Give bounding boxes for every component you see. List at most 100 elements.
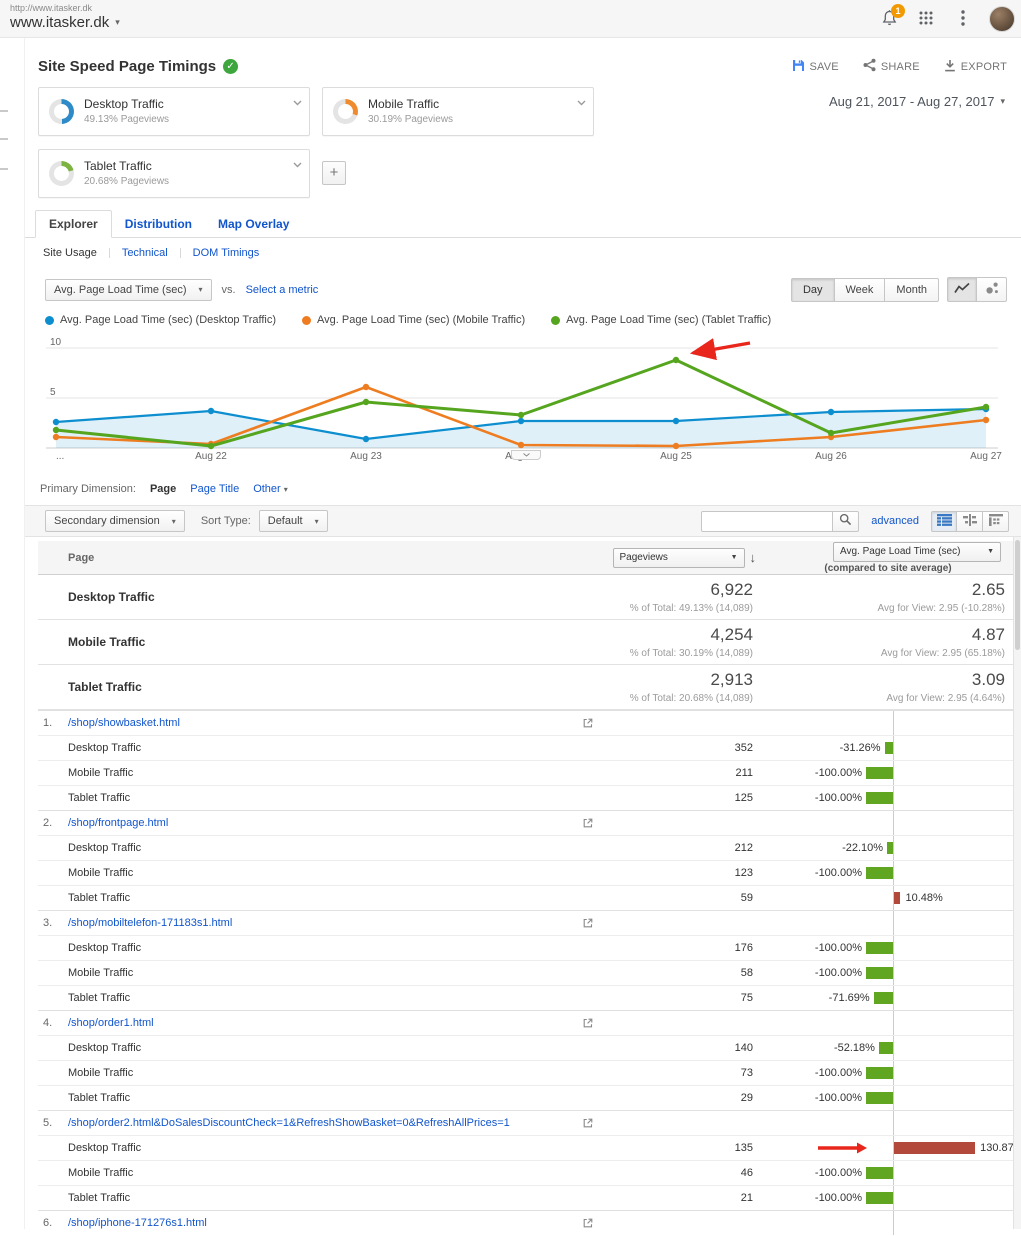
legend-item[interactable]: Avg. Page Load Time (sec) (Tablet Traffi…	[551, 314, 771, 326]
segment-summary-label: Desktop Traffic	[68, 590, 155, 604]
chevron-down-icon[interactable]	[293, 157, 302, 171]
data-point[interactable]	[517, 411, 525, 419]
granularity-month-button[interactable]: Month	[885, 277, 939, 302]
segment-card-desktop[interactable]: Desktop Traffic 49.13% Pageviews	[38, 87, 310, 136]
metric-cell: -100.00%	[761, 936, 1015, 960]
page-link[interactable]: /shop/order2.html&DoSalesDiscountCheck=1…	[68, 1117, 510, 1129]
segment-card-tablet[interactable]: Tablet Traffic 20.68% Pageviews	[38, 149, 310, 198]
view-data-table-button[interactable]	[931, 510, 957, 532]
apps-grid-button[interactable]	[915, 8, 937, 30]
timeline-scrubber-handle[interactable]	[511, 450, 541, 460]
more-menu-button[interactable]	[952, 8, 974, 30]
date-range-picker[interactable]: Aug 21, 2017 - Aug 27, 2017 ▾	[829, 94, 1005, 109]
account-switcher[interactable]: http://www.itasker.dk www.itasker.dk ▾	[10, 3, 120, 31]
segment-row: Desktop Traffic 212 -22.10%	[38, 835, 1015, 860]
data-point[interactable]	[52, 433, 60, 441]
open-in-new-icon[interactable]	[583, 918, 593, 928]
open-in-new-icon[interactable]	[583, 1118, 593, 1128]
tab-map-overlay[interactable]: Map Overlay	[218, 217, 290, 231]
data-point[interactable]	[362, 435, 370, 443]
data-point[interactable]	[672, 417, 680, 425]
data-point[interactable]	[207, 442, 215, 450]
metric-percent: -100.00%	[814, 1092, 862, 1104]
report-content: Site Speed Page Timings ✓ SAVE SHARE E	[25, 38, 1021, 1235]
metric-column-select[interactable]: Avg. Page Load Time (sec) ▼	[833, 541, 1001, 562]
pageviews-summary-cell: 2,913 % of Total: 20.68% (14,089)	[603, 665, 761, 709]
motion-chart-view-button[interactable]	[977, 277, 1007, 302]
segment-row: Tablet Traffic 125 -100.00%	[38, 785, 1015, 810]
scrollbar-thumb[interactable]	[1015, 540, 1020, 650]
subtab-dom-timings[interactable]: DOM Timings	[192, 247, 260, 259]
data-point[interactable]	[982, 403, 990, 411]
data-point[interactable]	[982, 416, 990, 424]
segment-detail: 49.13% Pageviews	[84, 113, 170, 125]
page-link[interactable]: /shop/mobiltelefon-171183s1.html	[68, 917, 233, 929]
granularity-week-button[interactable]: Week	[834, 277, 886, 302]
pageviews-column-select[interactable]: Pageviews ▼	[612, 547, 745, 568]
metric-cell: -100.00%	[761, 786, 1015, 810]
subtab-technical[interactable]: Technical	[121, 247, 168, 259]
metric-select-button[interactable]: Avg. Page Load Time (sec) ▾	[45, 278, 212, 301]
data-point[interactable]	[207, 407, 215, 415]
search-button[interactable]	[833, 510, 860, 532]
open-in-new-icon[interactable]	[583, 1218, 593, 1228]
dimension-page[interactable]: Page	[149, 483, 177, 495]
secondary-dimension-button[interactable]: Secondary dimension ▾	[45, 510, 185, 532]
data-point[interactable]	[672, 442, 680, 450]
divider	[179, 248, 181, 258]
open-in-new-icon[interactable]	[583, 718, 593, 728]
data-point[interactable]	[52, 418, 60, 426]
page-link[interactable]: /shop/iphone-171276s1.html	[68, 1217, 207, 1229]
data-point[interactable]	[362, 398, 370, 406]
data-point[interactable]	[827, 408, 835, 416]
granularity-day-button[interactable]: Day	[790, 277, 835, 302]
sort-type-button[interactable]: Default ▾	[258, 510, 328, 532]
tab-distribution[interactable]: Distribution	[124, 217, 193, 231]
open-in-new-icon[interactable]	[583, 818, 593, 828]
share-button[interactable]: SHARE	[863, 58, 920, 75]
metric-bar-negative	[866, 1167, 893, 1179]
dimension-page-title[interactable]: Page Title	[190, 483, 240, 495]
sort-type-label: Sort Type:	[200, 515, 251, 527]
legend-item[interactable]: Avg. Page Load Time (sec) (Desktop Traff…	[45, 314, 276, 326]
data-point[interactable]	[362, 383, 370, 391]
avatar[interactable]	[989, 6, 1015, 32]
data-point[interactable]	[827, 429, 835, 437]
metric-bar-positive	[894, 892, 901, 904]
export-button[interactable]: EXPORT	[944, 59, 1007, 75]
view-pivot-button[interactable]	[983, 510, 1009, 532]
secondary-dimension-label: Secondary dimension	[54, 515, 160, 527]
select-metric-link[interactable]: Select a metric	[245, 283, 319, 296]
view-comparison-button[interactable]	[957, 510, 983, 532]
search-input[interactable]	[701, 510, 834, 532]
dimension-other[interactable]: Other ▾	[253, 483, 288, 495]
open-in-new-icon[interactable]	[583, 1018, 593, 1028]
search-icon	[839, 513, 852, 529]
sort-descending-icon[interactable]: ↓	[749, 550, 757, 565]
tab-explorer[interactable]: Explorer	[35, 210, 112, 238]
data-point[interactable]	[517, 417, 525, 425]
legend-item[interactable]: Avg. Page Load Time (sec) (Mobile Traffi…	[302, 314, 525, 326]
pageviews-summary-cell: 4,254 % of Total: 30.19% (14,089)	[603, 620, 761, 664]
metric-header-label: Avg. Page Load Time (sec)	[840, 546, 961, 557]
segment-label: Desktop Traffic	[68, 1042, 142, 1054]
legend-series-label: Avg. Page Load Time (sec) (Desktop Traff…	[60, 314, 277, 326]
table-scrollbar[interactable]	[1013, 537, 1021, 1229]
subtab-site-usage[interactable]: Site Usage	[43, 247, 97, 259]
notifications-button[interactable]: 1	[878, 4, 905, 30]
chevron-down-icon[interactable]	[577, 95, 586, 109]
data-point[interactable]	[517, 441, 525, 449]
add-segment-button[interactable]: +	[322, 161, 346, 185]
data-point[interactable]	[672, 356, 680, 364]
page-link[interactable]: /shop/showbasket.html	[68, 717, 180, 729]
page-link[interactable]: /shop/frontpage.html	[68, 817, 169, 829]
line-chart-view-button[interactable]	[947, 277, 977, 302]
save-button[interactable]: SAVE	[792, 59, 839, 75]
page-link[interactable]: /shop/order1.html	[68, 1017, 154, 1029]
advanced-filter-link[interactable]: advanced	[871, 515, 919, 527]
chevron-down-icon[interactable]	[293, 95, 302, 109]
segment-card-mobile[interactable]: Mobile Traffic 30.19% Pageviews	[322, 87, 594, 136]
share-icon	[863, 58, 876, 75]
data-point[interactable]	[52, 426, 60, 434]
